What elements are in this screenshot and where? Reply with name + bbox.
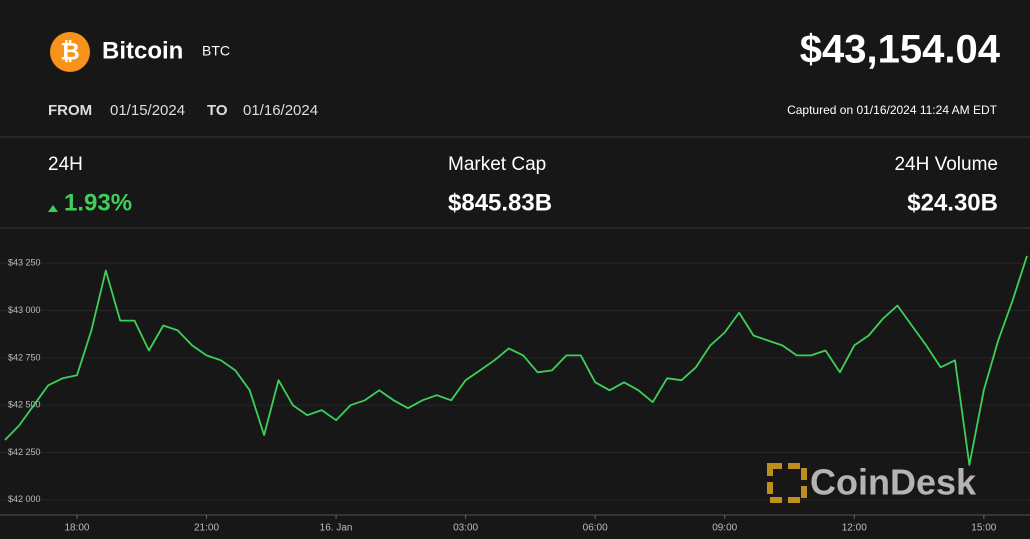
price-line [4,255,1028,466]
coin-symbol: BTC [202,43,230,59]
x-tick-label: 16. Jan [320,523,353,534]
captured: Captured on 01/16/2024 11:24 AM EDT [787,103,998,117]
y-tick-label: $43 000 [8,305,41,315]
stat-label: Market Cap [448,154,546,175]
up-arrow [48,205,58,212]
stat-label: 24H [48,154,83,175]
x-tick-label: 18:00 [64,523,89,534]
y-tick-label: $43 250 [8,258,41,268]
coin-name: Bitcoin [102,37,183,64]
watermark-icon [767,463,807,503]
stat-label: 24H Volume [894,154,998,175]
to-date: 01/16/2024 [243,102,318,119]
watermark-logo [767,463,807,503]
from-date: 01/15/2024 [110,102,185,119]
x-tick-label: 21:00 [194,523,219,534]
btc-icon [50,32,90,72]
price: $43,154.04 [800,28,1001,72]
from-label: FROM [48,102,92,119]
y-tick-label: $42 500 [8,400,41,410]
x-tick-label: 12:00 [842,523,867,534]
btc-icon-glyph: ₿ [60,38,80,65]
y-tick-label: $42 250 [8,447,41,457]
x-tick-label: 15:00 [971,523,996,534]
watermark: CoinDesk [810,462,977,503]
y-tick-label: $42 000 [8,494,41,504]
stat-value: $845.83B [448,189,552,216]
stat-value: 1.93% [64,189,132,216]
y-tick-label: $42 750 [8,352,41,362]
to-label: TO [207,102,228,119]
x-tick-label: 03:00 [453,523,478,534]
stat-value: $24.30B [907,189,998,216]
x-tick-label: 09:00 [712,523,737,534]
x-tick-label: 06:00 [583,523,608,534]
